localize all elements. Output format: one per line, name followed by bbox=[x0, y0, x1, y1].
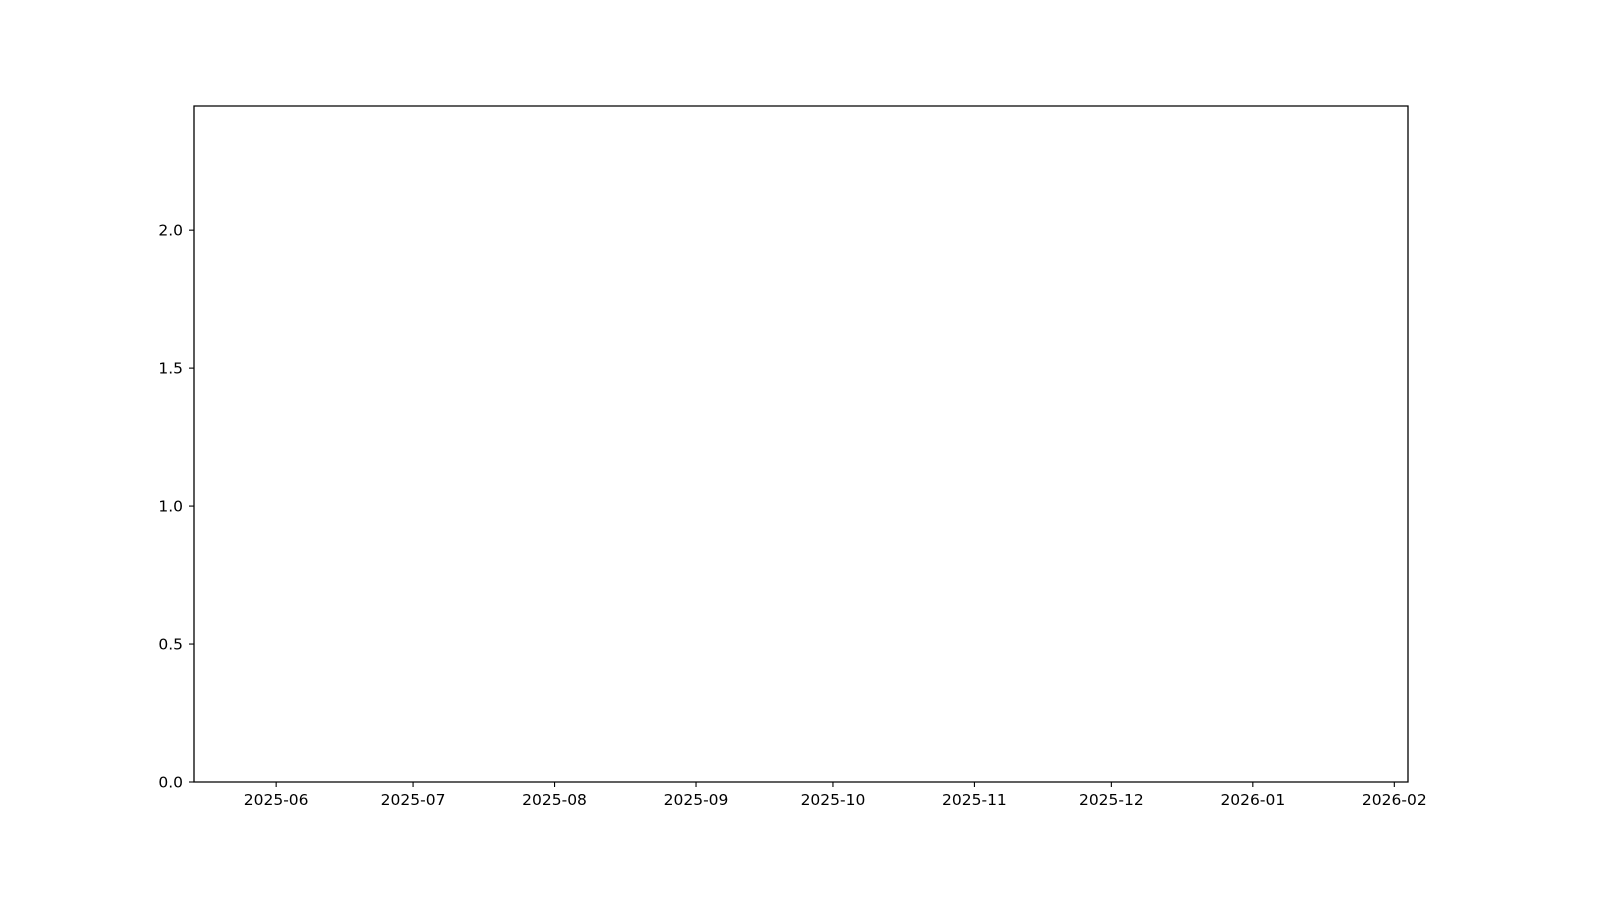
x-tick-label: 2025-06 bbox=[244, 791, 309, 809]
axes-group: 0.0 0.5 1.0 1.5 2.0 2025-06 2025-07 2025-08 2025… bbox=[158, 105, 1427, 809]
x-tick-label: 2025-11 bbox=[942, 791, 1007, 809]
axes-frame bbox=[193, 105, 1409, 783]
x-tick-label: 2025-09 bbox=[664, 791, 729, 809]
y-tick-label: 1.0 bbox=[158, 498, 183, 516]
x-tick-label: 2025-12 bbox=[1079, 791, 1144, 809]
x-tick-label: 2025-08 bbox=[522, 791, 587, 809]
x-tick-label: 2026-01 bbox=[1220, 791, 1285, 809]
y-tick-label: 0.5 bbox=[158, 636, 183, 654]
x-tick-label: 2025-07 bbox=[381, 791, 446, 809]
y-tick-label: 0.0 bbox=[158, 774, 183, 792]
x-tick-label: 2026-02 bbox=[1362, 791, 1427, 809]
x-tick-label: 2025-10 bbox=[801, 791, 866, 809]
y-tick-label: 1.5 bbox=[158, 360, 183, 378]
y-tick-label: 2.0 bbox=[158, 222, 183, 240]
